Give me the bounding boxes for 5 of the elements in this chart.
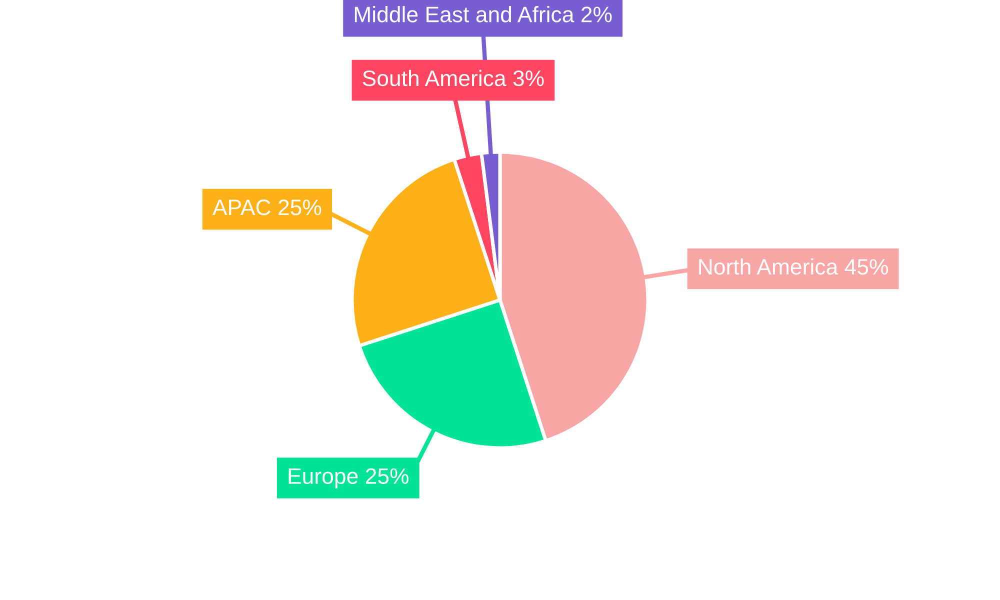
slice-label: South America 3%: [362, 70, 544, 86]
slice-label: Europe 25%: [288, 468, 409, 488]
slice-label: Middle East and Africa 2%: [354, 6, 612, 22]
slice-label: APAC 25%: [212, 200, 322, 216]
slice-label: North America 45%: [699, 258, 888, 275]
